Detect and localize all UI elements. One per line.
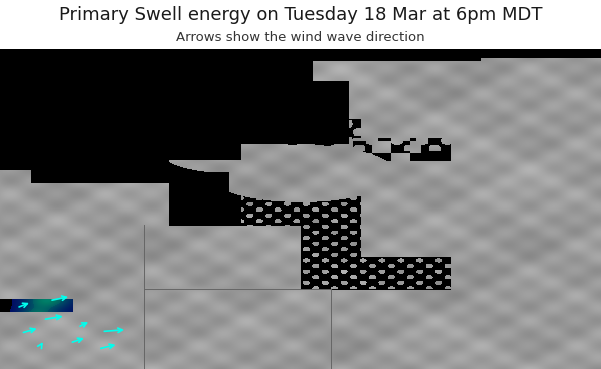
Text: Arrows show the wind wave direction: Arrows show the wind wave direction: [176, 31, 425, 45]
Text: Primary Swell energy on Tuesday 18 Mar at 6pm MDT: Primary Swell energy on Tuesday 18 Mar a…: [59, 6, 542, 24]
